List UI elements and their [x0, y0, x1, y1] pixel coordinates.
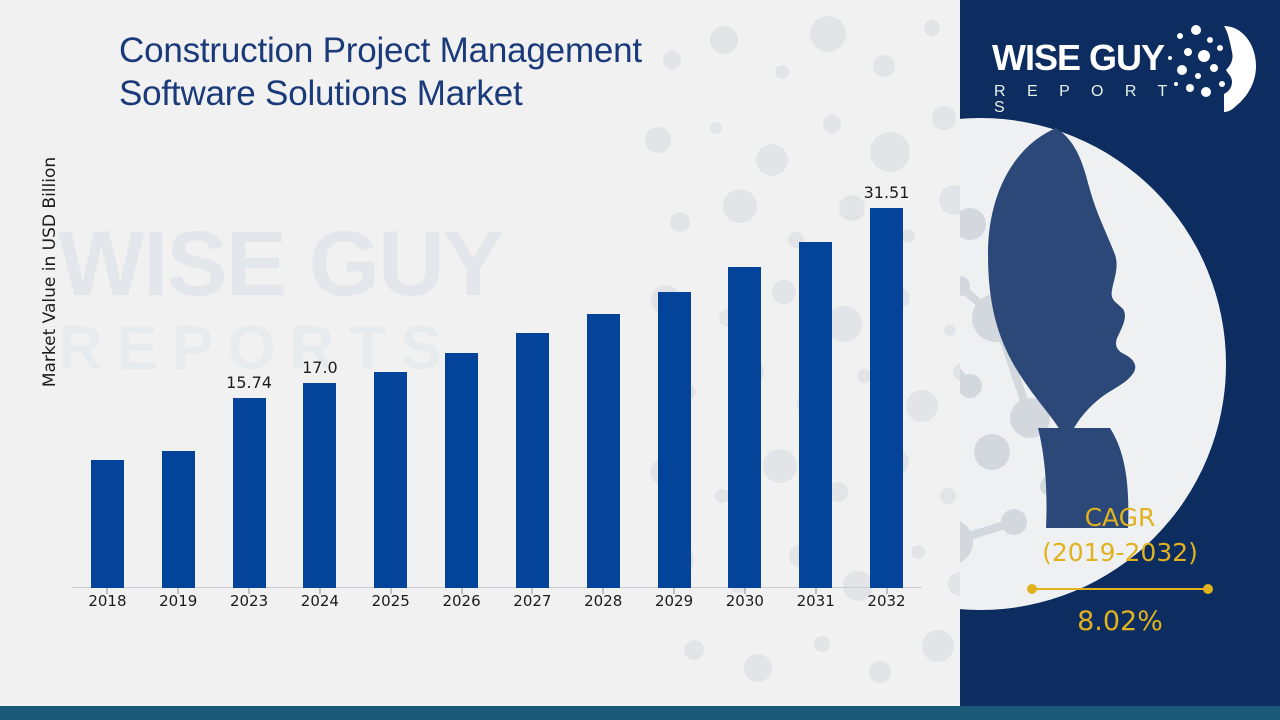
bar-value-label: 17.0	[302, 357, 338, 377]
brand-logo-name: WISE GUY	[992, 37, 1165, 78]
bar-slot	[710, 150, 780, 594]
brand-logo-subtitle: R E P O R T S	[994, 83, 1176, 116]
bar-series: 15.74 17.0 31.51	[72, 150, 922, 594]
side-panel-graphics: WISE GUY R E P O R T S CAGR (2019-20	[960, 0, 1280, 706]
x-axis-tick-label: 2026	[442, 592, 481, 610]
bar[interactable]	[232, 398, 266, 588]
bar-slot	[568, 150, 638, 594]
x-axis-tick-label: 2029	[654, 592, 694, 610]
x-axis-tick-label: 2025	[371, 592, 410, 610]
bar[interactable]	[303, 382, 337, 588]
x-axis-tick-label: 2032	[867, 592, 906, 610]
x-axis-tick-labels: 2018 2019 2023 2024 2025 2026 2027 2028 2029 2030…	[72, 592, 922, 610]
cagr-label: CAGR	[1084, 503, 1156, 532]
bottom-accent-strip	[0, 706, 1280, 720]
bar[interactable]	[374, 372, 408, 588]
x-axis-line	[72, 587, 922, 588]
axis-tick-mark	[673, 588, 675, 594]
bar-slot	[356, 150, 426, 594]
bar-value-label: 15.74	[226, 373, 272, 393]
brand-logo: WISE GUY R E P O R T S	[984, 22, 1256, 116]
axis-tick-mark	[106, 588, 108, 594]
axis-tick-mark	[886, 588, 888, 594]
plot-area: 15.74 17.0 31.51	[72, 150, 922, 594]
bar-slot	[143, 150, 213, 594]
bar[interactable]	[161, 451, 195, 588]
cagr-block: CAGR (2019-2032) 8.02%	[960, 500, 1280, 637]
bar-slot: 31.51	[852, 150, 922, 594]
chart-panel: WISE GUY REPORTS Construction Project Ma…	[40, 16, 962, 683]
y-axis-label: Market Value in USD Billion	[40, 156, 60, 388]
x-axis-tick-label: 2028	[584, 592, 623, 610]
x-axis-tick-label: 2030	[725, 592, 764, 610]
side-panel: WISE GUY R E P O R T S CAGR (2019-20	[960, 0, 1280, 706]
x-axis-tick-label: 2027	[513, 592, 552, 610]
bar-value-label: 31.51	[863, 182, 910, 202]
page-title: Construction Project Management Software …	[119, 30, 879, 115]
bar-slot	[639, 150, 709, 594]
x-axis-tick-label: 2018	[88, 592, 127, 610]
bar[interactable]	[445, 353, 479, 588]
divider-dot-right	[1203, 584, 1213, 594]
bar[interactable]	[90, 460, 124, 588]
axis-tick-mark	[744, 588, 746, 594]
bar-slot: 17.0	[285, 150, 355, 594]
cagr-value: 8.02%	[1077, 606, 1163, 637]
bar[interactable]	[657, 292, 691, 588]
axis-tick-mark	[177, 588, 179, 594]
x-axis-tick-label: 2019	[159, 592, 198, 610]
bar-slot	[427, 150, 497, 594]
divider-line	[1032, 588, 1208, 590]
logo-head-dots-icon	[1168, 25, 1256, 112]
title-line-2: Software Solutions Market	[119, 73, 523, 113]
bar[interactable]	[515, 333, 549, 588]
x-axis-tick-label: 2031	[796, 592, 835, 610]
head-silhouette-icon	[988, 128, 1136, 528]
bar-slot: 15.74	[214, 150, 284, 594]
x-axis-tick-label: 2023	[229, 592, 269, 610]
cagr-divider	[1027, 584, 1213, 594]
axis-tick-mark	[319, 588, 321, 594]
bar-slot	[497, 150, 567, 594]
title-line-1: Construction Project Management	[119, 31, 642, 70]
bar[interactable]	[728, 267, 762, 588]
axis-tick-mark	[390, 588, 392, 594]
bar[interactable]	[586, 313, 620, 588]
axis-tick-mark	[602, 588, 604, 594]
bar[interactable]	[870, 207, 904, 588]
axis-tick-mark	[461, 588, 463, 594]
axis-tick-mark	[531, 588, 533, 594]
axis-tick-mark	[248, 588, 250, 594]
bar-slot	[72, 150, 142, 594]
bar[interactable]	[799, 242, 833, 588]
axis-tick-mark	[815, 588, 817, 594]
bar-slot	[781, 150, 851, 594]
x-axis-tick-label: 2024	[300, 592, 339, 610]
cagr-period: (2019-2032)	[1042, 538, 1198, 567]
